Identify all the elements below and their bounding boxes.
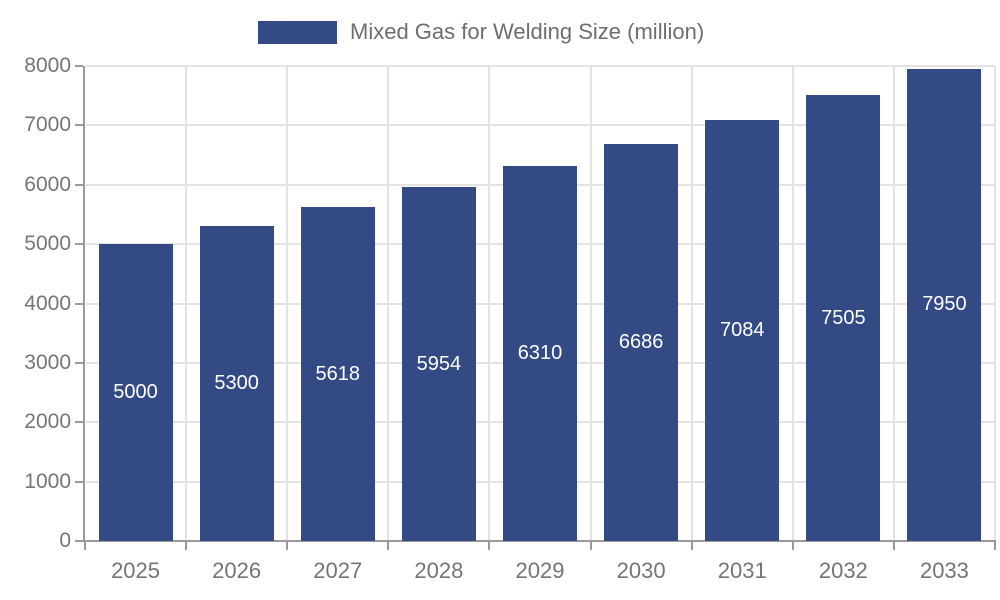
x-tick-label: 2025 <box>111 558 161 583</box>
y-tick-label: 6000 <box>24 172 71 196</box>
y-axis-tick <box>75 480 83 483</box>
x-tick-label: 2032 <box>818 558 868 583</box>
legend[interactable]: Mixed Gas for Welding Size (million) <box>258 19 704 45</box>
bar[interactable]: 7950 <box>907 68 982 541</box>
x-axis-tick <box>84 542 86 550</box>
bar-value-label: 7505 <box>821 306 866 329</box>
bar[interactable]: 5300 <box>199 226 274 541</box>
x-axis-line <box>83 540 996 542</box>
y-axis-tick <box>75 124 83 127</box>
gridline-horizontal <box>86 124 995 127</box>
gridline-vertical <box>488 66 491 541</box>
y-axis-tick <box>75 421 83 424</box>
x-tick-label: 2028 <box>414 558 464 583</box>
legend-swatch <box>258 20 337 44</box>
x-axis-tick <box>286 542 289 550</box>
legend-label: Mixed Gas for Welding Size (million) <box>350 19 705 44</box>
bar-value-label: 6686 <box>618 331 664 353</box>
y-axis-tick <box>75 302 83 305</box>
x-tick-label: 2029 <box>515 558 565 583</box>
x-tick-label: 2030 <box>616 558 666 583</box>
y-tick-label: 5000 <box>24 232 71 256</box>
y-axis-tick <box>75 361 83 364</box>
x-axis-tick <box>387 542 390 550</box>
x-axis-tick <box>690 542 693 550</box>
y-tick-label: 3000 <box>24 350 71 374</box>
gridline-vertical <box>892 66 895 541</box>
x-tick-label: 2033 <box>919 558 969 583</box>
bar[interactable]: 7084 <box>705 120 780 541</box>
y-axis-tick <box>75 183 83 186</box>
bar[interactable]: 6310 <box>503 166 577 541</box>
x-axis-tick <box>994 542 996 550</box>
y-tick-label: 4000 <box>24 291 71 315</box>
x-tick-label: 2031 <box>717 558 767 583</box>
y-tick-label: 2000 <box>24 410 71 434</box>
gridline-vertical <box>791 66 794 541</box>
gridline-horizontal <box>86 65 995 67</box>
y-axis-tick <box>75 65 83 67</box>
bar-value-label: 5618 <box>315 362 361 385</box>
x-axis-tick <box>791 542 794 550</box>
x-tick-label: 2027 <box>313 558 363 583</box>
bar[interactable]: 7505 <box>806 95 881 541</box>
x-axis-tick <box>589 542 592 550</box>
x-tick-label: 2026 <box>212 558 262 583</box>
gridline-vertical <box>185 66 188 541</box>
bar[interactable]: 5954 <box>401 187 476 541</box>
y-tick-label: 0 <box>59 529 71 552</box>
bar-value-label: 7084 <box>719 319 765 342</box>
bar[interactable]: 5618 <box>300 207 375 541</box>
gridline-vertical <box>589 66 592 541</box>
y-tick-label: 7000 <box>24 113 71 137</box>
bar[interactable]: 5000 <box>98 244 173 541</box>
y-axis-line <box>83 66 85 541</box>
y-axis-tick <box>75 540 83 542</box>
bar-value-label: 5000 <box>113 381 158 404</box>
y-tick-label: 1000 <box>24 469 71 493</box>
y-tick-label: 8000 <box>24 54 71 77</box>
gridline-vertical <box>690 66 693 541</box>
bar-value-label: 5300 <box>214 372 259 395</box>
y-axis-tick <box>75 243 83 246</box>
bar-value-label: 5954 <box>416 352 462 375</box>
bar-value-label: 7950 <box>922 293 967 316</box>
gridline-vertical <box>286 66 289 541</box>
x-axis-tick <box>185 542 188 550</box>
gridline-vertical <box>387 66 390 541</box>
gridline-vertical <box>994 66 996 541</box>
bar-value-label: 6310 <box>517 342 563 365</box>
bar[interactable]: 6686 <box>604 144 679 541</box>
x-axis-tick <box>488 542 491 550</box>
x-axis-tick <box>892 542 895 550</box>
